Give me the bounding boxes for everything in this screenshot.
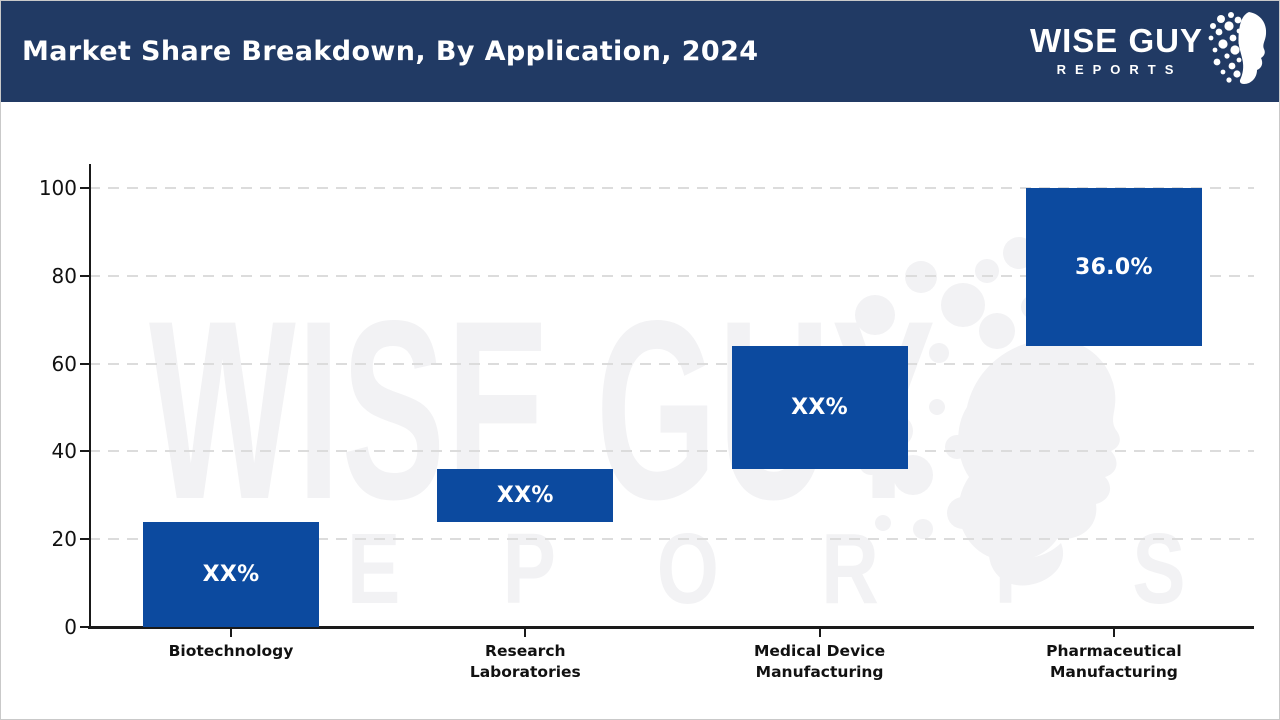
y-axis (88, 164, 91, 628)
y-tick (80, 362, 89, 365)
y-tick (80, 626, 89, 628)
y-tick-label: 80 (51, 263, 77, 288)
bar-value-label: XX% (202, 561, 260, 587)
grid-line (89, 187, 1254, 189)
y-tick-label: 20 (51, 527, 77, 552)
bar-value-label: XX% (496, 482, 554, 508)
x-category-label: Medical Device Manufacturing (753, 642, 886, 681)
grid-line (89, 274, 1254, 277)
bar: XX% (437, 468, 614, 522)
x-tick (524, 628, 527, 637)
brand-logo-wordmark: WISE GUY REPORTS (1029, 21, 1203, 78)
header: Market Share Breakdown, By Application, … (1, 1, 1279, 102)
x-category-label: Biotechnology (168, 642, 294, 660)
y-tick (80, 538, 89, 541)
bar: 36.0% (1025, 188, 1202, 347)
y-tick-label: 60 (51, 351, 77, 376)
brand-logo: WISE GUY REPORTS (1030, 10, 1269, 90)
x-tick (230, 628, 232, 637)
grid-line (89, 538, 1254, 541)
x-category-label: Research Laboratories (469, 642, 581, 681)
brand-logo-line1: WISE GUY (1029, 21, 1203, 59)
y-tick-label: 100 (38, 176, 77, 200)
bar-value-label: 36.0% (1074, 254, 1153, 280)
y-tick (80, 187, 89, 189)
bar: XX% (731, 346, 908, 469)
grid-line (89, 450, 1254, 453)
brand-logo-face-icon (1208, 12, 1267, 84)
brand-logo-line2: REPORTS (1056, 61, 1183, 77)
bar: XX% (143, 521, 319, 627)
y-tick (80, 450, 89, 453)
grid-line (89, 362, 1254, 365)
y-tick (80, 274, 89, 277)
y-tick-label: 0 (64, 615, 77, 639)
x-axis (88, 625, 1254, 629)
x-category-label: Pharmaceutical Manufacturing (1046, 642, 1182, 681)
page-title: Market Share Breakdown, By Application, … (22, 36, 759, 67)
x-tick (1112, 628, 1115, 637)
x-tick (818, 628, 821, 637)
y-tick-label: 40 (51, 439, 77, 464)
bar-value-label: XX% (791, 394, 849, 420)
